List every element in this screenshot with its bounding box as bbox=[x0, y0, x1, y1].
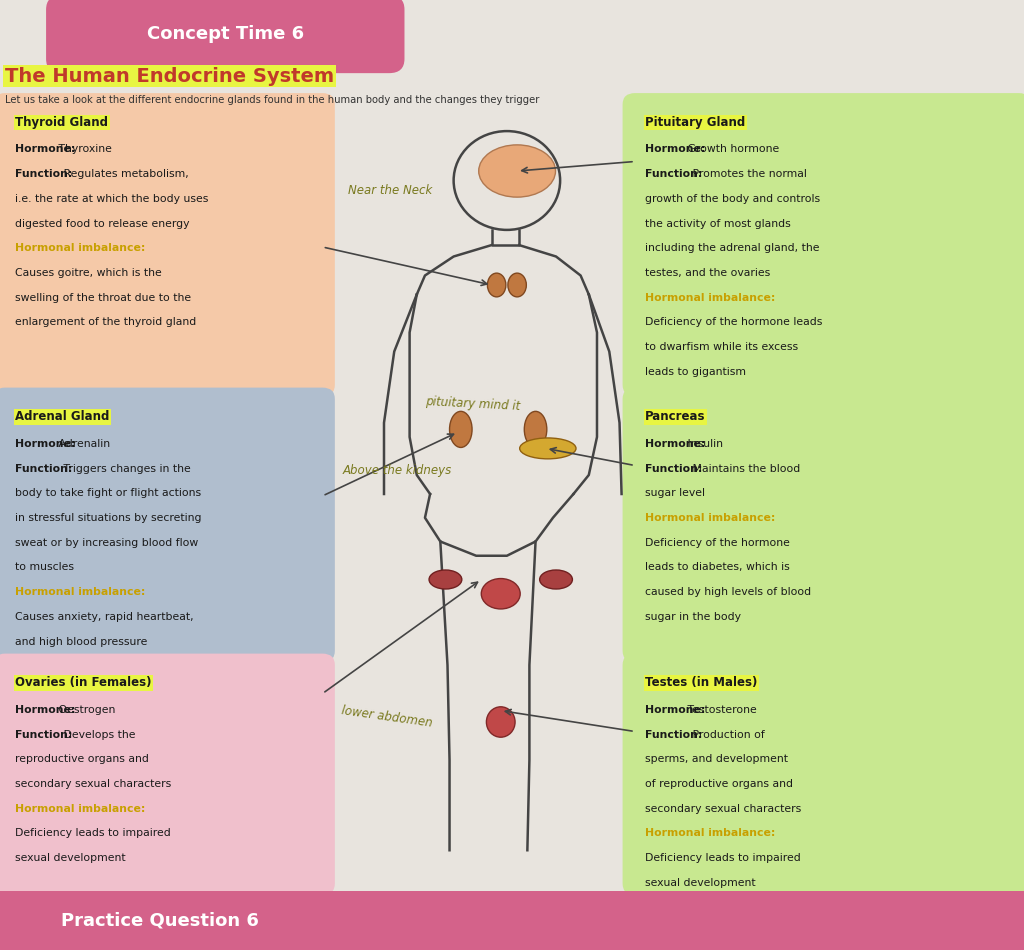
Text: Deficiency of the hormone leads: Deficiency of the hormone leads bbox=[645, 317, 822, 328]
Text: Maintains the blood: Maintains the blood bbox=[689, 464, 801, 474]
Text: Above the kidneys: Above the kidneys bbox=[343, 464, 453, 477]
Ellipse shape bbox=[487, 274, 506, 296]
Text: Deficiency leads to impaired: Deficiency leads to impaired bbox=[645, 853, 801, 864]
Ellipse shape bbox=[508, 274, 526, 296]
FancyBboxPatch shape bbox=[623, 93, 1024, 396]
Ellipse shape bbox=[479, 144, 555, 198]
Text: Hormone:: Hormone: bbox=[645, 705, 706, 715]
Text: Growth hormone: Growth hormone bbox=[684, 144, 779, 155]
Text: pituitary mind it: pituitary mind it bbox=[425, 395, 520, 412]
Text: Hormonal imbalance:: Hormonal imbalance: bbox=[15, 804, 145, 814]
Text: Regulates metabolism,: Regulates metabolism, bbox=[59, 169, 188, 180]
Text: Pituitary Gland: Pituitary Gland bbox=[645, 116, 745, 129]
Text: The Human Endocrine System: The Human Endocrine System bbox=[5, 66, 334, 85]
FancyBboxPatch shape bbox=[623, 654, 1024, 895]
Text: and high blood pressure: and high blood pressure bbox=[15, 636, 147, 647]
Text: Oestrogen: Oestrogen bbox=[54, 705, 115, 715]
Text: Hormone:: Hormone: bbox=[645, 439, 706, 449]
Ellipse shape bbox=[540, 570, 572, 589]
Text: Pancreas: Pancreas bbox=[645, 410, 706, 424]
Text: lower abdomen: lower abdomen bbox=[341, 705, 433, 730]
Text: Testosterone: Testosterone bbox=[684, 705, 757, 715]
Text: Triggers changes in the: Triggers changes in the bbox=[59, 464, 190, 474]
Text: Thyroxine: Thyroxine bbox=[54, 144, 112, 155]
Text: Deficiency of the hormone: Deficiency of the hormone bbox=[645, 538, 790, 548]
Ellipse shape bbox=[486, 707, 515, 737]
Text: secondary sexual characters: secondary sexual characters bbox=[15, 779, 172, 789]
Text: Adrenal Gland: Adrenal Gland bbox=[15, 410, 110, 424]
Ellipse shape bbox=[519, 438, 575, 459]
Text: sweat or by increasing blood flow: sweat or by increasing blood flow bbox=[15, 538, 199, 548]
Text: Hormonal imbalance:: Hormonal imbalance: bbox=[15, 243, 145, 254]
Text: Hormone:: Hormone: bbox=[15, 439, 76, 449]
Text: reproductive organs and: reproductive organs and bbox=[15, 754, 150, 765]
Text: Function:: Function: bbox=[645, 464, 702, 474]
Text: Ovaries (in Females): Ovaries (in Females) bbox=[15, 676, 152, 690]
Text: testes, and the ovaries: testes, and the ovaries bbox=[645, 268, 770, 278]
Text: Hormonal imbalance:: Hormonal imbalance: bbox=[645, 513, 775, 523]
Text: secondary sexual characters: secondary sexual characters bbox=[645, 804, 802, 814]
Text: leads to gigantism: leads to gigantism bbox=[645, 367, 746, 377]
Text: Concept Time 6: Concept Time 6 bbox=[146, 26, 304, 43]
Text: Adrenalin: Adrenalin bbox=[54, 439, 110, 449]
Text: Causes goitre, which is the: Causes goitre, which is the bbox=[15, 268, 162, 278]
Ellipse shape bbox=[450, 411, 472, 447]
Text: Hormone:: Hormone: bbox=[645, 144, 706, 155]
Text: Promotes the normal: Promotes the normal bbox=[689, 169, 807, 180]
Text: growth of the body and controls: growth of the body and controls bbox=[645, 194, 820, 204]
Text: sugar in the body: sugar in the body bbox=[645, 612, 741, 622]
FancyBboxPatch shape bbox=[0, 654, 335, 895]
Text: Function:: Function: bbox=[15, 464, 73, 474]
Text: Function:: Function: bbox=[15, 169, 73, 180]
Text: Develops the: Develops the bbox=[59, 730, 135, 740]
Text: Function:: Function: bbox=[15, 730, 73, 740]
Text: i.e. the rate at which the body uses: i.e. the rate at which the body uses bbox=[15, 194, 209, 204]
Text: Testes (in Males): Testes (in Males) bbox=[645, 676, 758, 690]
FancyBboxPatch shape bbox=[623, 388, 1024, 662]
Text: including the adrenal gland, the: including the adrenal gland, the bbox=[645, 243, 819, 254]
Text: to dwarfism while its excess: to dwarfism while its excess bbox=[645, 342, 799, 352]
Text: sexual development: sexual development bbox=[645, 878, 756, 888]
Ellipse shape bbox=[524, 411, 547, 447]
Text: Deficiency leads to impaired: Deficiency leads to impaired bbox=[15, 828, 171, 839]
Text: sexual development: sexual development bbox=[15, 853, 126, 864]
FancyBboxPatch shape bbox=[46, 0, 404, 73]
Text: leads to diabetes, which is: leads to diabetes, which is bbox=[645, 562, 790, 573]
Text: of reproductive organs and: of reproductive organs and bbox=[645, 779, 794, 789]
Ellipse shape bbox=[429, 570, 462, 589]
Text: Practice Question 6: Practice Question 6 bbox=[61, 912, 259, 929]
Text: Insulin: Insulin bbox=[684, 439, 723, 449]
FancyBboxPatch shape bbox=[0, 93, 335, 396]
Text: digested food to release energy: digested food to release energy bbox=[15, 218, 189, 229]
Text: Function:: Function: bbox=[645, 169, 702, 180]
Text: caused by high levels of blood: caused by high levels of blood bbox=[645, 587, 811, 598]
Bar bbox=[0, 891, 1024, 950]
Text: Let us take a look at the different endocrine glands found in the human body and: Let us take a look at the different endo… bbox=[5, 95, 540, 105]
Text: enlargement of the thyroid gland: enlargement of the thyroid gland bbox=[15, 317, 197, 328]
Text: Causes anxiety, rapid heartbeat,: Causes anxiety, rapid heartbeat, bbox=[15, 612, 194, 622]
Text: to muscles: to muscles bbox=[15, 562, 75, 573]
Text: Thyroid Gland: Thyroid Gland bbox=[15, 116, 109, 129]
Text: Hormonal imbalance:: Hormonal imbalance: bbox=[645, 828, 775, 839]
FancyBboxPatch shape bbox=[0, 388, 335, 662]
Text: body to take fight or flight actions: body to take fight or flight actions bbox=[15, 488, 202, 499]
Text: the activity of most glands: the activity of most glands bbox=[645, 218, 791, 229]
Text: Hormone:: Hormone: bbox=[15, 705, 76, 715]
Text: sugar level: sugar level bbox=[645, 488, 706, 499]
Text: sperms, and development: sperms, and development bbox=[645, 754, 788, 765]
Ellipse shape bbox=[481, 579, 520, 609]
Text: Hormone:: Hormone: bbox=[15, 144, 76, 155]
Text: swelling of the throat due to the: swelling of the throat due to the bbox=[15, 293, 191, 303]
Text: Near the Neck: Near the Neck bbox=[348, 183, 432, 197]
Text: Hormonal imbalance:: Hormonal imbalance: bbox=[645, 293, 775, 303]
Text: Hormonal imbalance:: Hormonal imbalance: bbox=[15, 587, 145, 598]
Text: Production of: Production of bbox=[689, 730, 765, 740]
Text: Function:: Function: bbox=[645, 730, 702, 740]
Text: in stressful situations by secreting: in stressful situations by secreting bbox=[15, 513, 202, 523]
